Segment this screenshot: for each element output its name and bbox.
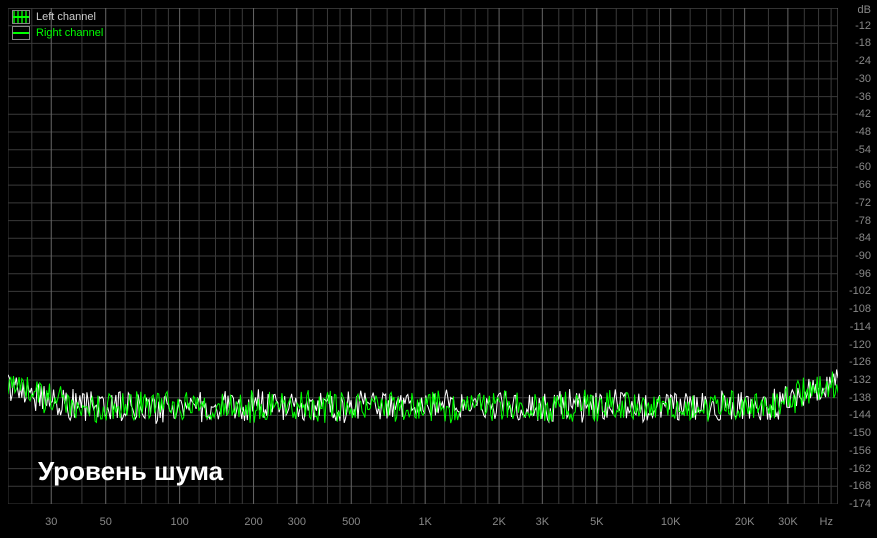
y-tick-label: -36 [855,91,871,103]
x-tick-label: 10K [661,516,681,528]
chart-annotation: Уровень шума [38,456,223,487]
y-tick-label: -102 [849,285,871,297]
legend-label: Right channel [36,27,103,39]
legend-swatch [12,26,30,40]
y-tick-label: -96 [855,268,871,280]
y-tick-label: -84 [855,232,871,244]
y-tick-label: -120 [849,339,871,351]
legend-item: Left channel [12,10,103,24]
x-tick-label: 30 [45,516,57,528]
legend-item: Right channel [12,26,103,40]
x-tick-label: 500 [342,516,360,528]
y-tick-label: -174 [849,498,871,510]
legend-swatch [12,10,30,24]
y-tick-label: -54 [855,144,871,156]
y-tick-label: -114 [850,321,871,333]
y-tick-label: -168 [849,480,871,492]
x-tick-label: 1K [418,516,431,528]
y-tick-label: -42 [855,108,871,120]
y-axis-unit: dB [858,4,871,16]
x-tick-label: 2K [492,516,505,528]
x-tick-label: 50 [100,516,112,528]
y-tick-label: -24 [855,55,871,67]
x-tick-label: 3K [536,516,549,528]
y-tick-label: -48 [855,126,871,138]
y-tick-label: -126 [849,356,871,368]
series-1 [8,372,838,424]
y-tick-label: -150 [849,427,871,439]
legend: Left channel Right channel [12,10,103,42]
y-tick-label: -90 [855,250,871,262]
y-tick-label: -144 [849,409,871,421]
x-tick-label: 20K [735,516,755,528]
x-tick-label: 300 [288,516,306,528]
y-tick-label: -108 [849,303,871,315]
y-tick-label: -30 [855,73,871,85]
x-tick-label: 30K [778,516,798,528]
y-tick-label: -72 [855,197,871,209]
legend-label: Left channel [36,11,96,23]
x-tick-label: 100 [170,516,188,528]
y-tick-label: -132 [849,374,871,386]
series-layer [8,8,838,504]
x-tick-label: 5K [590,516,603,528]
y-tick-label: -18 [855,37,871,49]
y-tick-label: -12 [855,20,871,32]
y-tick-label: -78 [855,215,871,227]
y-tick-label: -162 [849,463,871,475]
x-tick-label: 200 [244,516,262,528]
x-axis-unit: Hz [820,516,833,528]
y-tick-label: -138 [849,392,871,404]
y-tick-label: -66 [855,179,871,191]
spectrum-plot [8,8,838,504]
y-tick-label: -156 [849,445,871,457]
y-tick-label: -60 [855,161,871,173]
x-axis: 30 50 100 200 300 500 1K 2K 3K 5K 10K 20K 30K [8,508,838,538]
y-axis: dB -12 -18 -24 -30 -36 -42 -48 -54 -60 -66 -72 -78 -… [839,0,877,538]
